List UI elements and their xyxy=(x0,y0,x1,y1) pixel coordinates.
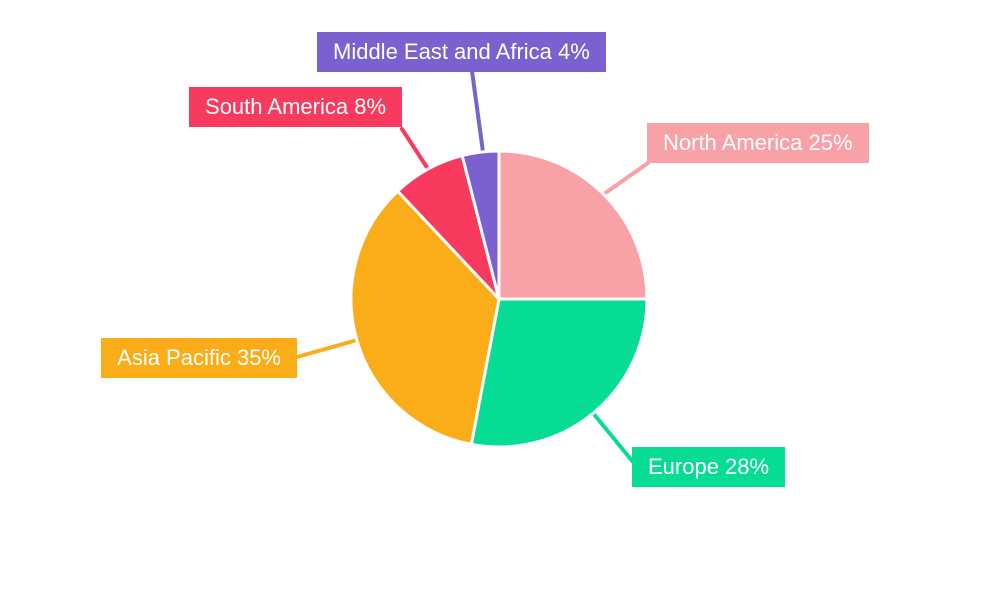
callout-label-asia-pacific: Asia Pacific 35% xyxy=(101,338,297,378)
pie-slice-middle-east-and-africa[interactable] xyxy=(460,149,501,301)
callout-line-europe xyxy=(591,411,635,464)
callout-lines xyxy=(295,69,650,464)
callout-line-asia-pacific xyxy=(295,338,359,359)
callout-label-south-america: South America 8% xyxy=(189,87,402,127)
callout-line-south-america xyxy=(400,127,430,171)
pie-slice-europe[interactable] xyxy=(469,297,649,449)
pie-slices xyxy=(349,149,649,449)
pie-slice-north-america[interactable] xyxy=(497,149,649,301)
callout-label-europe: Europe 28% xyxy=(632,447,786,487)
callout-label-middle-east-and-africa: Middle East and Africa 4% xyxy=(317,32,606,72)
pie-slice-asia-pacific[interactable] xyxy=(349,189,501,446)
callout-label-north-america: North America 25% xyxy=(647,123,869,163)
callout-line-north-america xyxy=(602,161,650,196)
callout-line-middle-east-and-africa xyxy=(470,69,485,154)
